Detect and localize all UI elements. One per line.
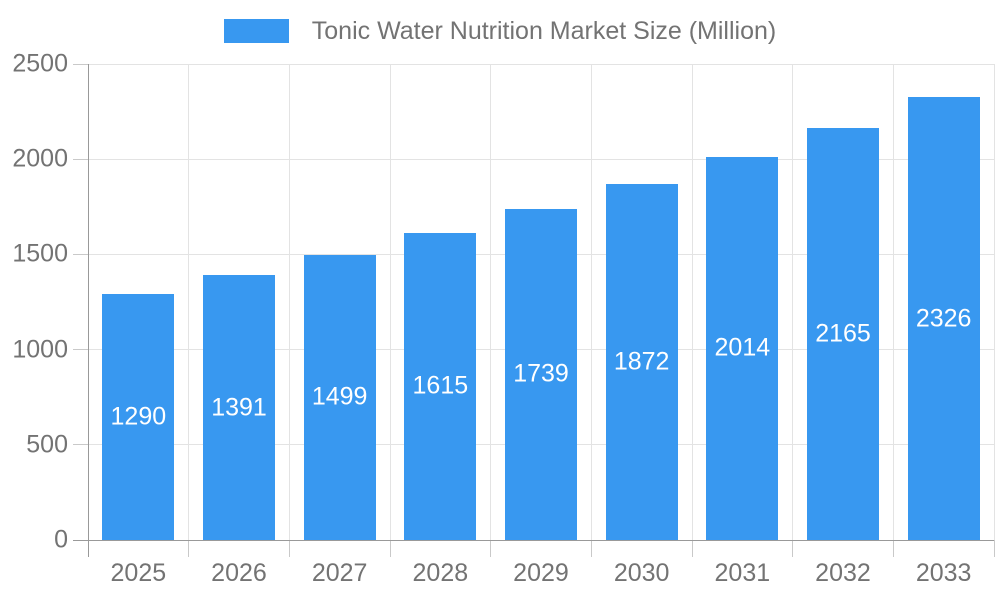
bar-value-label: 1499 [311,382,368,411]
x-axis-label: 2027 [311,559,368,587]
x-axis-label: 2028 [412,559,469,587]
x-axis-label: 2032 [815,559,871,587]
x-axis-tick [993,540,995,557]
bar[interactable]: 2014 [706,156,779,540]
x-gridline [288,64,290,540]
y-axis-tick [73,63,88,65]
x-axis-label: 2031 [714,559,771,587]
y-gridline [88,158,994,160]
bar-value-label: 2165 [815,319,871,348]
x-gridline [590,64,592,540]
bar-value-label: 1290 [110,402,167,431]
bar[interactable]: 1739 [505,208,577,540]
y-axis-tick [73,349,88,351]
x-gridline [490,64,492,540]
x-gridline [691,64,693,540]
bar-value-label: 1872 [613,347,670,376]
x-axis-label: 2033 [915,559,972,587]
legend-label: Tonic Water Nutrition Market Size (Milli… [311,16,777,45]
x-gridline [792,64,794,540]
bar[interactable]: 1290 [102,294,175,540]
x-axis-tick [288,540,290,557]
bar[interactable]: 2326 [907,97,980,540]
y-axis-tick [73,444,88,446]
bar-value-label: 1615 [412,371,469,400]
bar[interactable]: 1499 [303,254,376,540]
x-gridline [892,64,894,540]
bar[interactable]: 2165 [807,127,879,540]
x-axis-tick [590,540,592,557]
y-axis-line [87,64,89,557]
x-axis-tick [188,540,190,557]
y-axis-label: 1500 [12,239,68,268]
legend-swatch [223,19,289,43]
bar[interactable]: 1872 [605,183,678,540]
bar-value-label: 1391 [211,393,267,422]
x-axis-tick [892,540,894,557]
x-axis-label: 2025 [110,559,167,587]
y-axis-label: 2500 [12,49,68,78]
legend-item[interactable]: Tonic Water Nutrition Market Size (Milli… [0,17,1000,45]
x-axis-line [73,539,994,541]
x-gridline [389,64,391,540]
y-axis-label: 1000 [12,335,68,364]
y-axis-label: 0 [54,525,68,554]
x-axis-tick [792,540,794,557]
x-axis-label: 2026 [211,559,267,587]
x-gridline [993,64,995,540]
x-axis-label: 2030 [613,559,670,587]
x-axis-tick [389,540,391,557]
y-axis-tick [73,253,88,255]
y-axis-label: 2000 [12,144,68,173]
y-axis-tick [73,158,88,160]
bar[interactable]: 1615 [404,232,477,540]
x-axis-label: 2029 [513,559,569,587]
x-axis-tick [490,540,492,557]
y-axis-label: 500 [26,430,68,459]
y-gridline [88,63,994,65]
x-gridline [188,64,190,540]
bar-value-label: 1739 [513,359,569,388]
bar-value-label: 2326 [915,304,972,333]
bar-value-label: 2014 [714,333,771,362]
x-axis-tick [691,540,693,557]
bar[interactable]: 1391 [203,275,275,540]
